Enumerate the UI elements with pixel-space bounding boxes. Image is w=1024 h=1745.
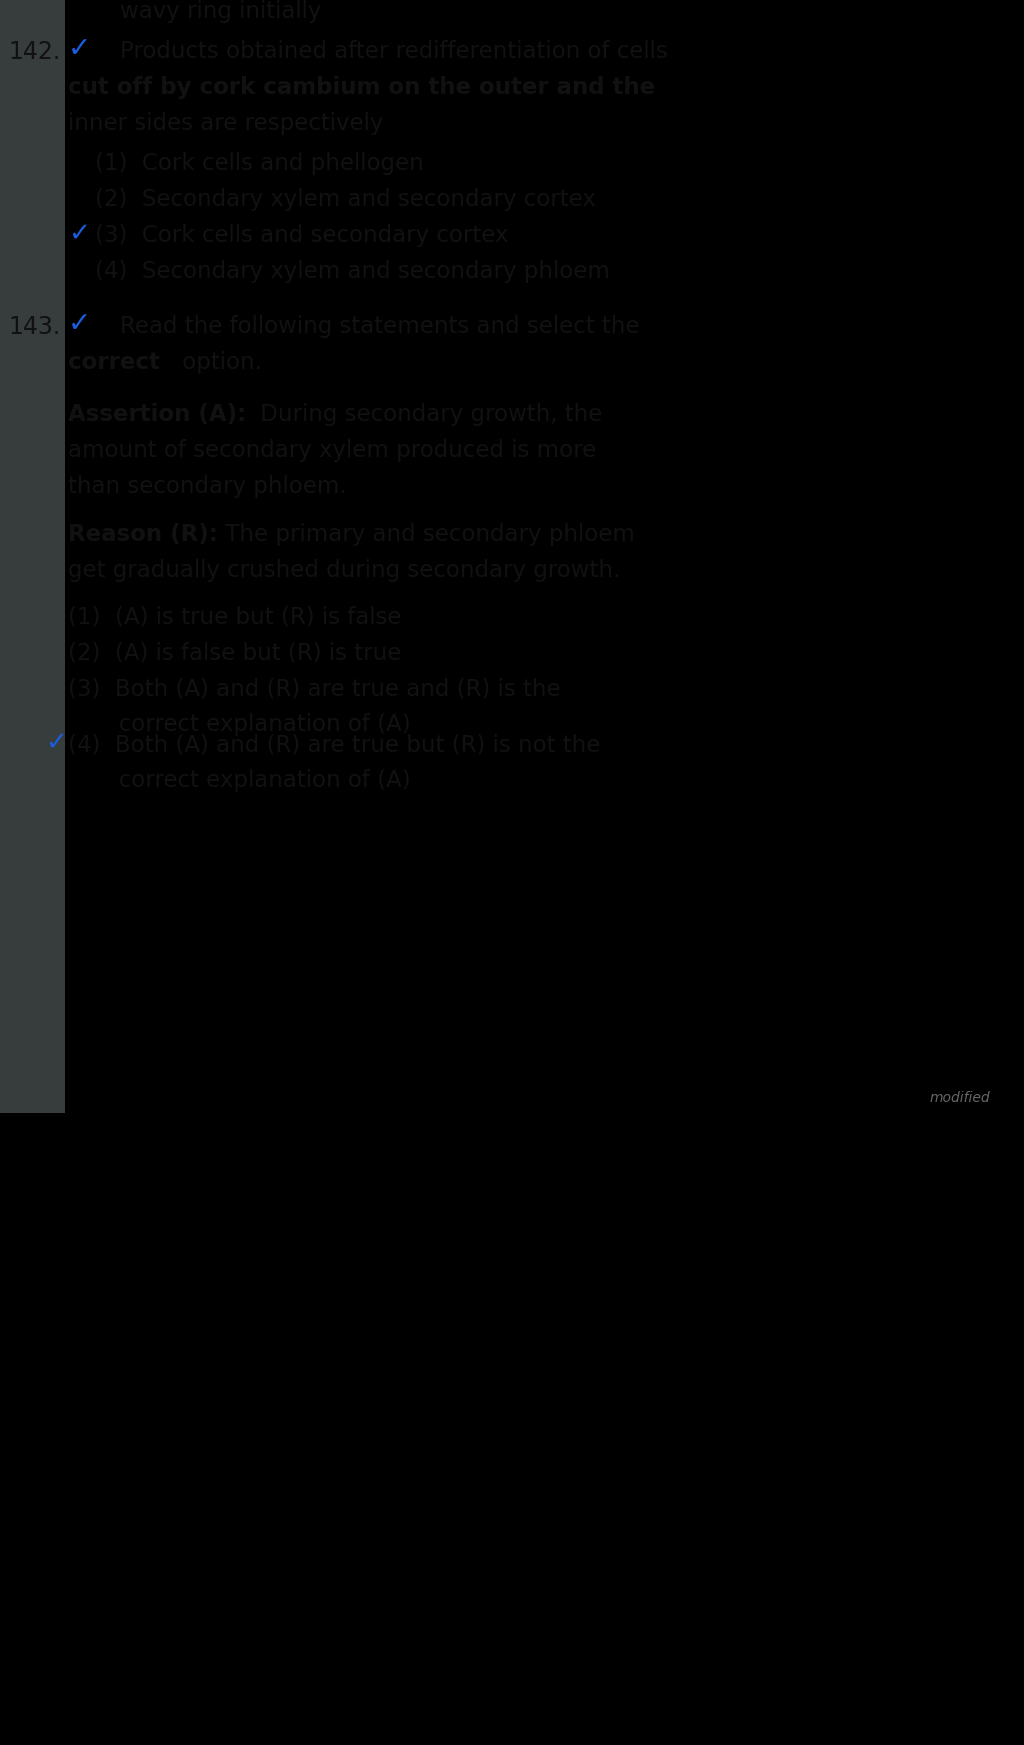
Text: correct explanation of (A): correct explanation of (A)	[68, 714, 411, 736]
Text: wavy ring initially: wavy ring initially	[120, 0, 322, 23]
Text: (3)  Both (A) and (R) are true and (R) is the: (3) Both (A) and (R) are true and (R) is…	[68, 677, 560, 700]
Text: (4)  Secondary xylem and secondary phloem: (4) Secondary xylem and secondary phloem	[95, 260, 610, 283]
Text: ✓: ✓	[45, 729, 68, 756]
Text: correct: correct	[68, 351, 160, 373]
Text: (1)  (A) is true but (R) is false: (1) (A) is true but (R) is false	[68, 606, 401, 628]
Text: ✓: ✓	[68, 35, 91, 63]
Text: During secondary growth, the: During secondary growth, the	[253, 403, 602, 426]
Text: ✓: ✓	[68, 311, 91, 339]
Text: cut off by cork cambium on the outer and the: cut off by cork cambium on the outer and…	[68, 77, 655, 99]
Text: Products obtained after redifferentiation of cells: Products obtained after redifferentiatio…	[120, 40, 668, 63]
Text: 143.: 143.	[8, 316, 60, 339]
Text: get gradually crushed during secondary growth.: get gradually crushed during secondary g…	[68, 558, 621, 583]
Text: inner sides are respectively: inner sides are respectively	[68, 112, 383, 134]
Text: Assertion (A):: Assertion (A):	[68, 403, 246, 426]
Text: (3)  Cork cells and secondary cortex: (3) Cork cells and secondary cortex	[95, 223, 509, 248]
Bar	[0, 0, 65, 1113]
Text: (2)  Secondary xylem and secondary cortex: (2) Secondary xylem and secondary cortex	[95, 188, 596, 211]
Text: modified: modified	[930, 1091, 990, 1105]
Text: (1)  Cork cells and phellogen: (1) Cork cells and phellogen	[95, 152, 424, 175]
Text: than secondary phloem.: than secondary phloem.	[68, 475, 347, 497]
Text: amount of secondary xylem produced is more: amount of secondary xylem produced is mo…	[68, 440, 596, 462]
Text: Reason (R):: Reason (R):	[68, 524, 218, 546]
Text: Read the following statements and select the: Read the following statements and select…	[120, 316, 640, 339]
Text: option.: option.	[175, 351, 262, 373]
Text: (2)  (A) is false but (R) is true: (2) (A) is false but (R) is true	[68, 640, 401, 665]
Text: ✓: ✓	[68, 220, 90, 246]
Text: correct explanation of (A): correct explanation of (A)	[68, 770, 411, 792]
Text: 142.: 142.	[8, 40, 60, 65]
Text: (4)  Both (A) and (R) are true but (R) is not the: (4) Both (A) and (R) are true but (R) is…	[68, 733, 600, 756]
Text: The primary and secondary phloem: The primary and secondary phloem	[218, 524, 635, 546]
